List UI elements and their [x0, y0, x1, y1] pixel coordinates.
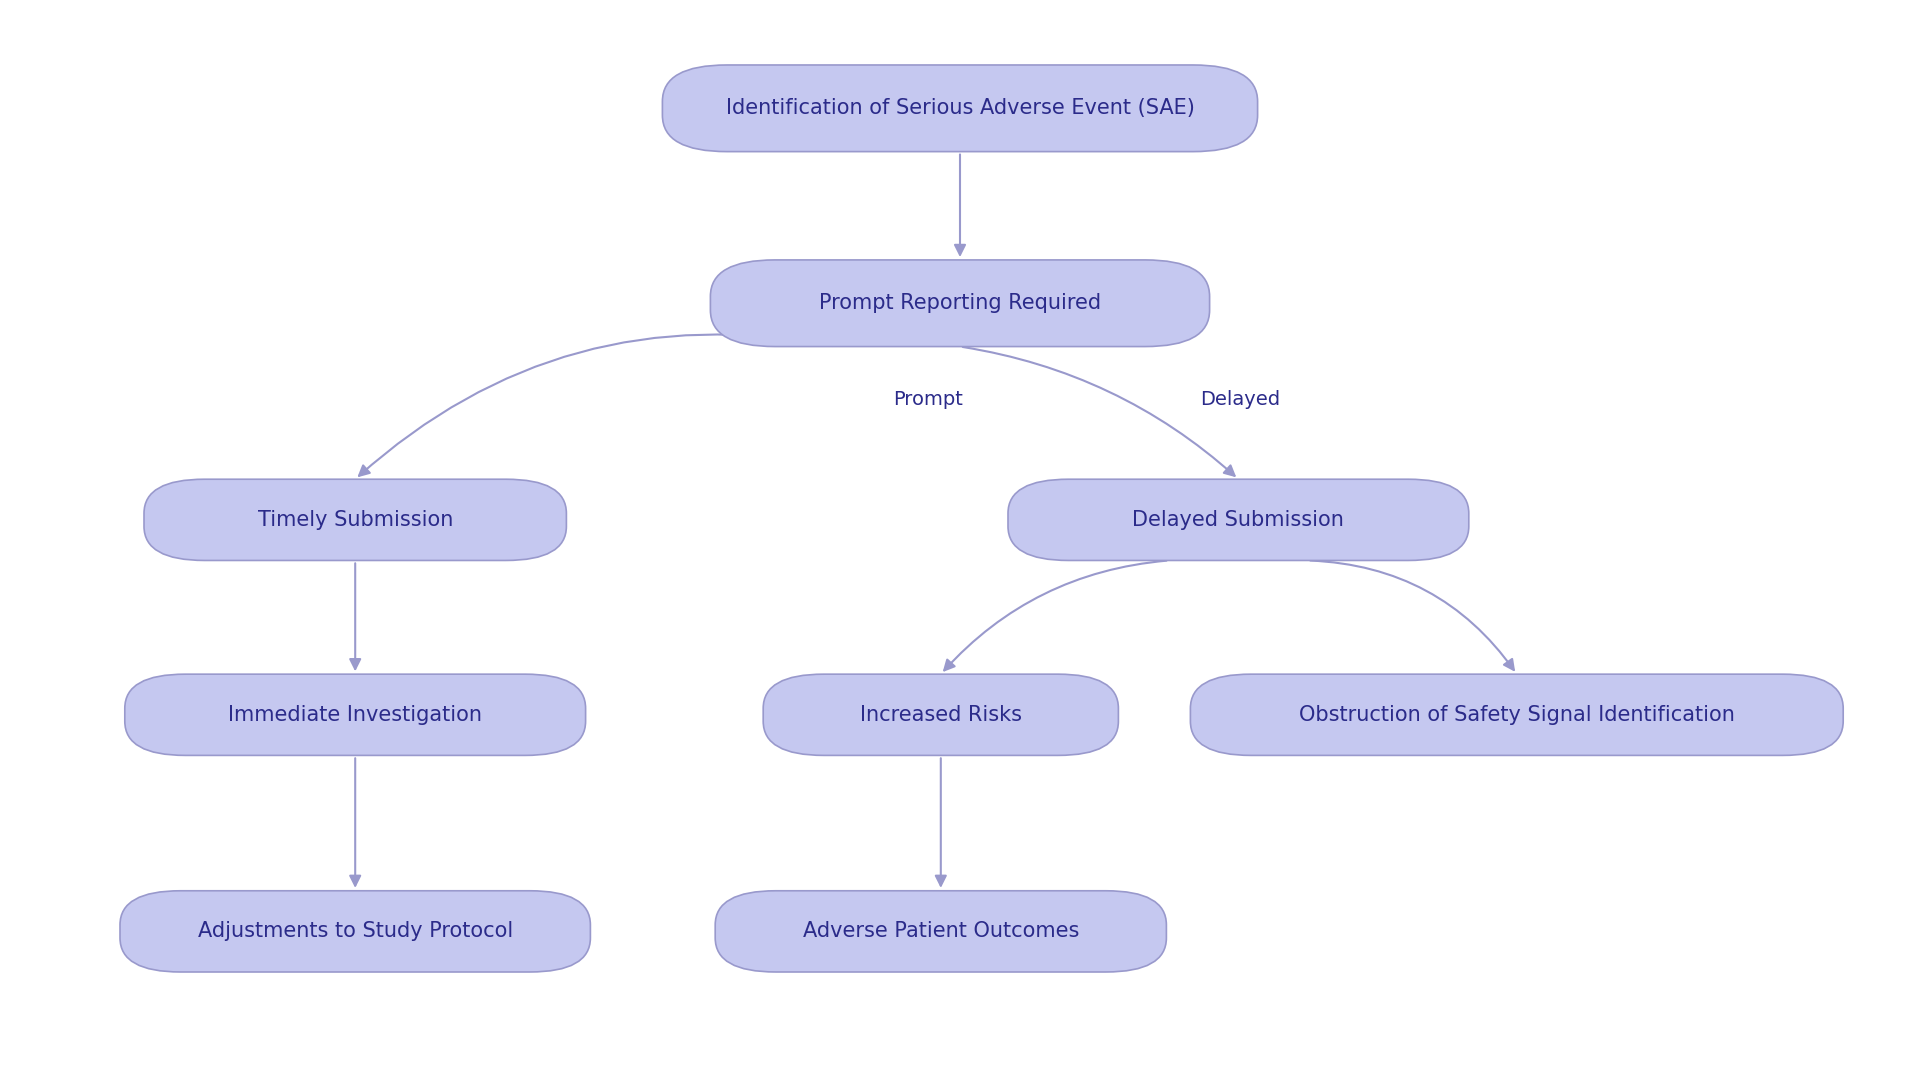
Text: Adverse Patient Outcomes: Adverse Patient Outcomes — [803, 922, 1079, 941]
Text: Adjustments to Study Protocol: Adjustments to Study Protocol — [198, 922, 513, 941]
Text: Timely Submission: Timely Submission — [257, 510, 453, 530]
FancyBboxPatch shape — [714, 890, 1167, 973]
FancyBboxPatch shape — [662, 65, 1258, 152]
Text: Delayed Submission: Delayed Submission — [1133, 510, 1344, 530]
FancyBboxPatch shape — [710, 260, 1210, 347]
Text: Delayed: Delayed — [1200, 390, 1281, 409]
Text: Prompt: Prompt — [893, 390, 962, 409]
FancyBboxPatch shape — [762, 674, 1117, 755]
FancyBboxPatch shape — [119, 890, 591, 973]
Text: Prompt Reporting Required: Prompt Reporting Required — [820, 293, 1100, 313]
Text: Obstruction of Safety Signal Identification: Obstruction of Safety Signal Identificat… — [1298, 705, 1736, 725]
FancyBboxPatch shape — [125, 674, 586, 755]
FancyBboxPatch shape — [1008, 479, 1469, 561]
Text: Identification of Serious Adverse Event (SAE): Identification of Serious Adverse Event … — [726, 99, 1194, 118]
FancyBboxPatch shape — [144, 479, 566, 561]
Text: Increased Risks: Increased Risks — [860, 705, 1021, 725]
Text: Immediate Investigation: Immediate Investigation — [228, 705, 482, 725]
FancyBboxPatch shape — [1190, 674, 1843, 755]
